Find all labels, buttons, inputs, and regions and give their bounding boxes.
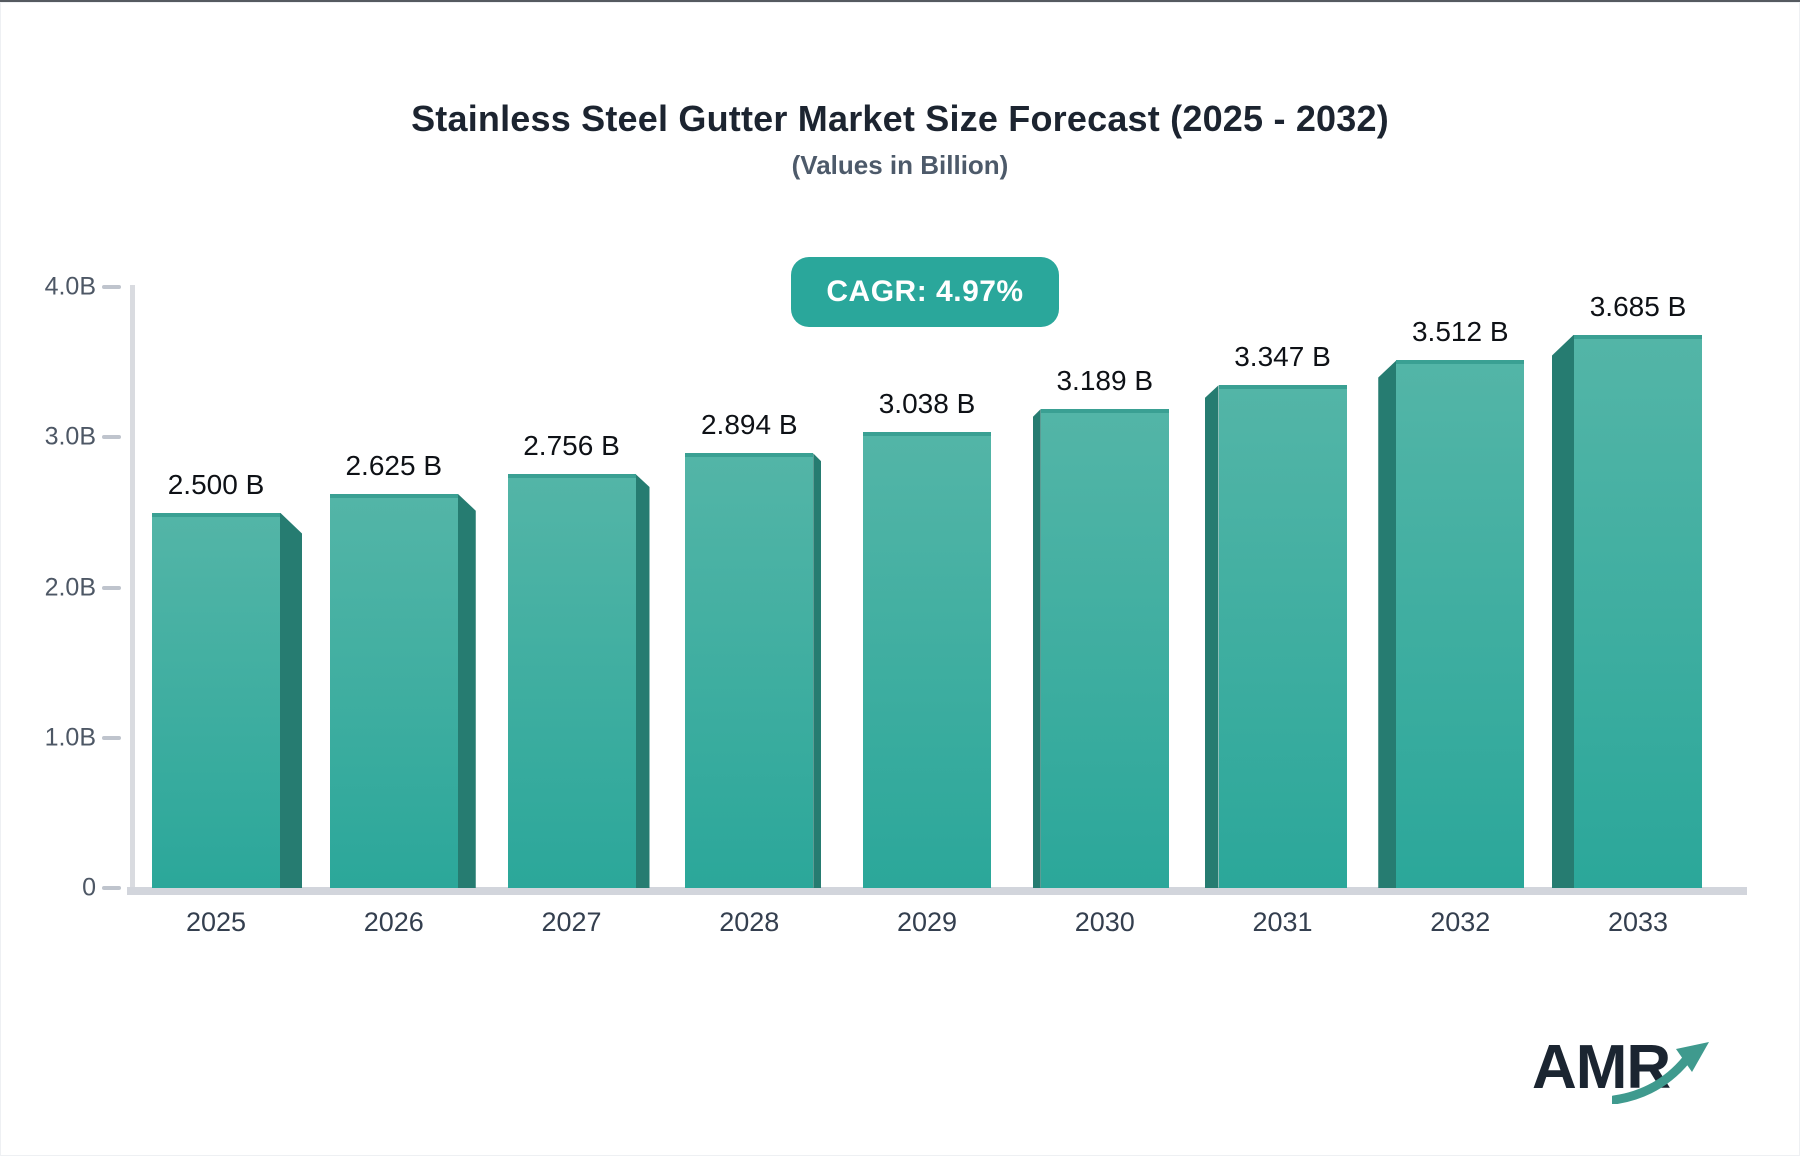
cagr-badge: CAGR: 4.97%	[791, 257, 1059, 327]
bar-side-face-2028	[813, 453, 822, 888]
y-axis-tick-mark	[102, 735, 121, 740]
bar-value-label-2026: 2.625 B	[345, 449, 443, 481]
bar-value-label-2033: 3.685 B	[1589, 290, 1687, 322]
y-axis-tick-mark	[102, 285, 121, 290]
y-axis-tick-mark	[102, 435, 121, 440]
y-axis-tick-label: 0	[82, 873, 96, 902]
y-axis-tick-label: 1.0B	[44, 723, 96, 752]
bar-value-label-2030: 3.189 B	[1056, 365, 1154, 396]
bar-value-label-2025: 2.500 B	[167, 468, 265, 500]
bar-value-label-2027: 2.756 B	[523, 430, 620, 462]
bar-value-label-2029: 3.038 B	[878, 387, 976, 419]
y-axis-tick-mark	[102, 585, 121, 590]
bar-side-face-2025	[280, 512, 302, 888]
chart-title: Stainless Steel Gutter Market Size Forec…	[411, 98, 1389, 139]
x-axis-label-2029: 2029	[896, 907, 958, 937]
y-axis-tick-label: 3.0B	[44, 422, 96, 451]
y-axis-tick-label: 2.0B	[44, 573, 96, 602]
y-axis-tick-label: 4.0B	[44, 272, 96, 301]
bar-2030	[1040, 409, 1169, 888]
growth-arrow-icon	[1612, 1042, 1709, 1104]
bar-2025	[152, 512, 280, 888]
x-axis-label-2033: 2033	[1607, 907, 1669, 937]
bar-side-face-2032	[1378, 360, 1397, 888]
bar-2028	[685, 453, 814, 888]
bar-2031	[1218, 385, 1347, 888]
x-axis-label-2026: 2026	[363, 907, 424, 937]
x-axis-baseline	[127, 887, 1747, 895]
bar-side-face-2027	[635, 474, 650, 888]
chart-subtitle: (Values in Billion)	[791, 150, 1009, 180]
bar-2033	[1574, 334, 1702, 888]
bar-2026	[329, 493, 458, 888]
bar-2027	[507, 474, 636, 888]
bar-side-face-2026	[457, 493, 476, 888]
bar-2029	[863, 431, 991, 888]
amr-logo: AMR	[1532, 1032, 1732, 1122]
x-axis-label-2032: 2032	[1430, 907, 1491, 937]
x-axis-label-2027: 2027	[541, 907, 602, 937]
bar-value-label-2028: 2.894 B	[700, 409, 798, 441]
bar-side-face-2033	[1552, 334, 1574, 888]
bar-2032	[1396, 360, 1525, 888]
bar-value-label-2032: 3.512 B	[1411, 316, 1509, 348]
x-axis-label-2031: 2031	[1252, 907, 1313, 937]
x-axis-label-2025: 2025	[185, 907, 247, 937]
x-axis-label-2030: 2030	[1074, 907, 1135, 937]
bar-side-face-2031	[1204, 385, 1219, 888]
y-axis-line	[130, 285, 135, 892]
y-axis-tick-mark	[102, 886, 121, 890]
bar-value-label-2031: 3.347 B	[1234, 341, 1331, 373]
bar-side-face-2030	[1032, 409, 1041, 888]
x-axis-label-2028: 2028	[719, 907, 780, 937]
